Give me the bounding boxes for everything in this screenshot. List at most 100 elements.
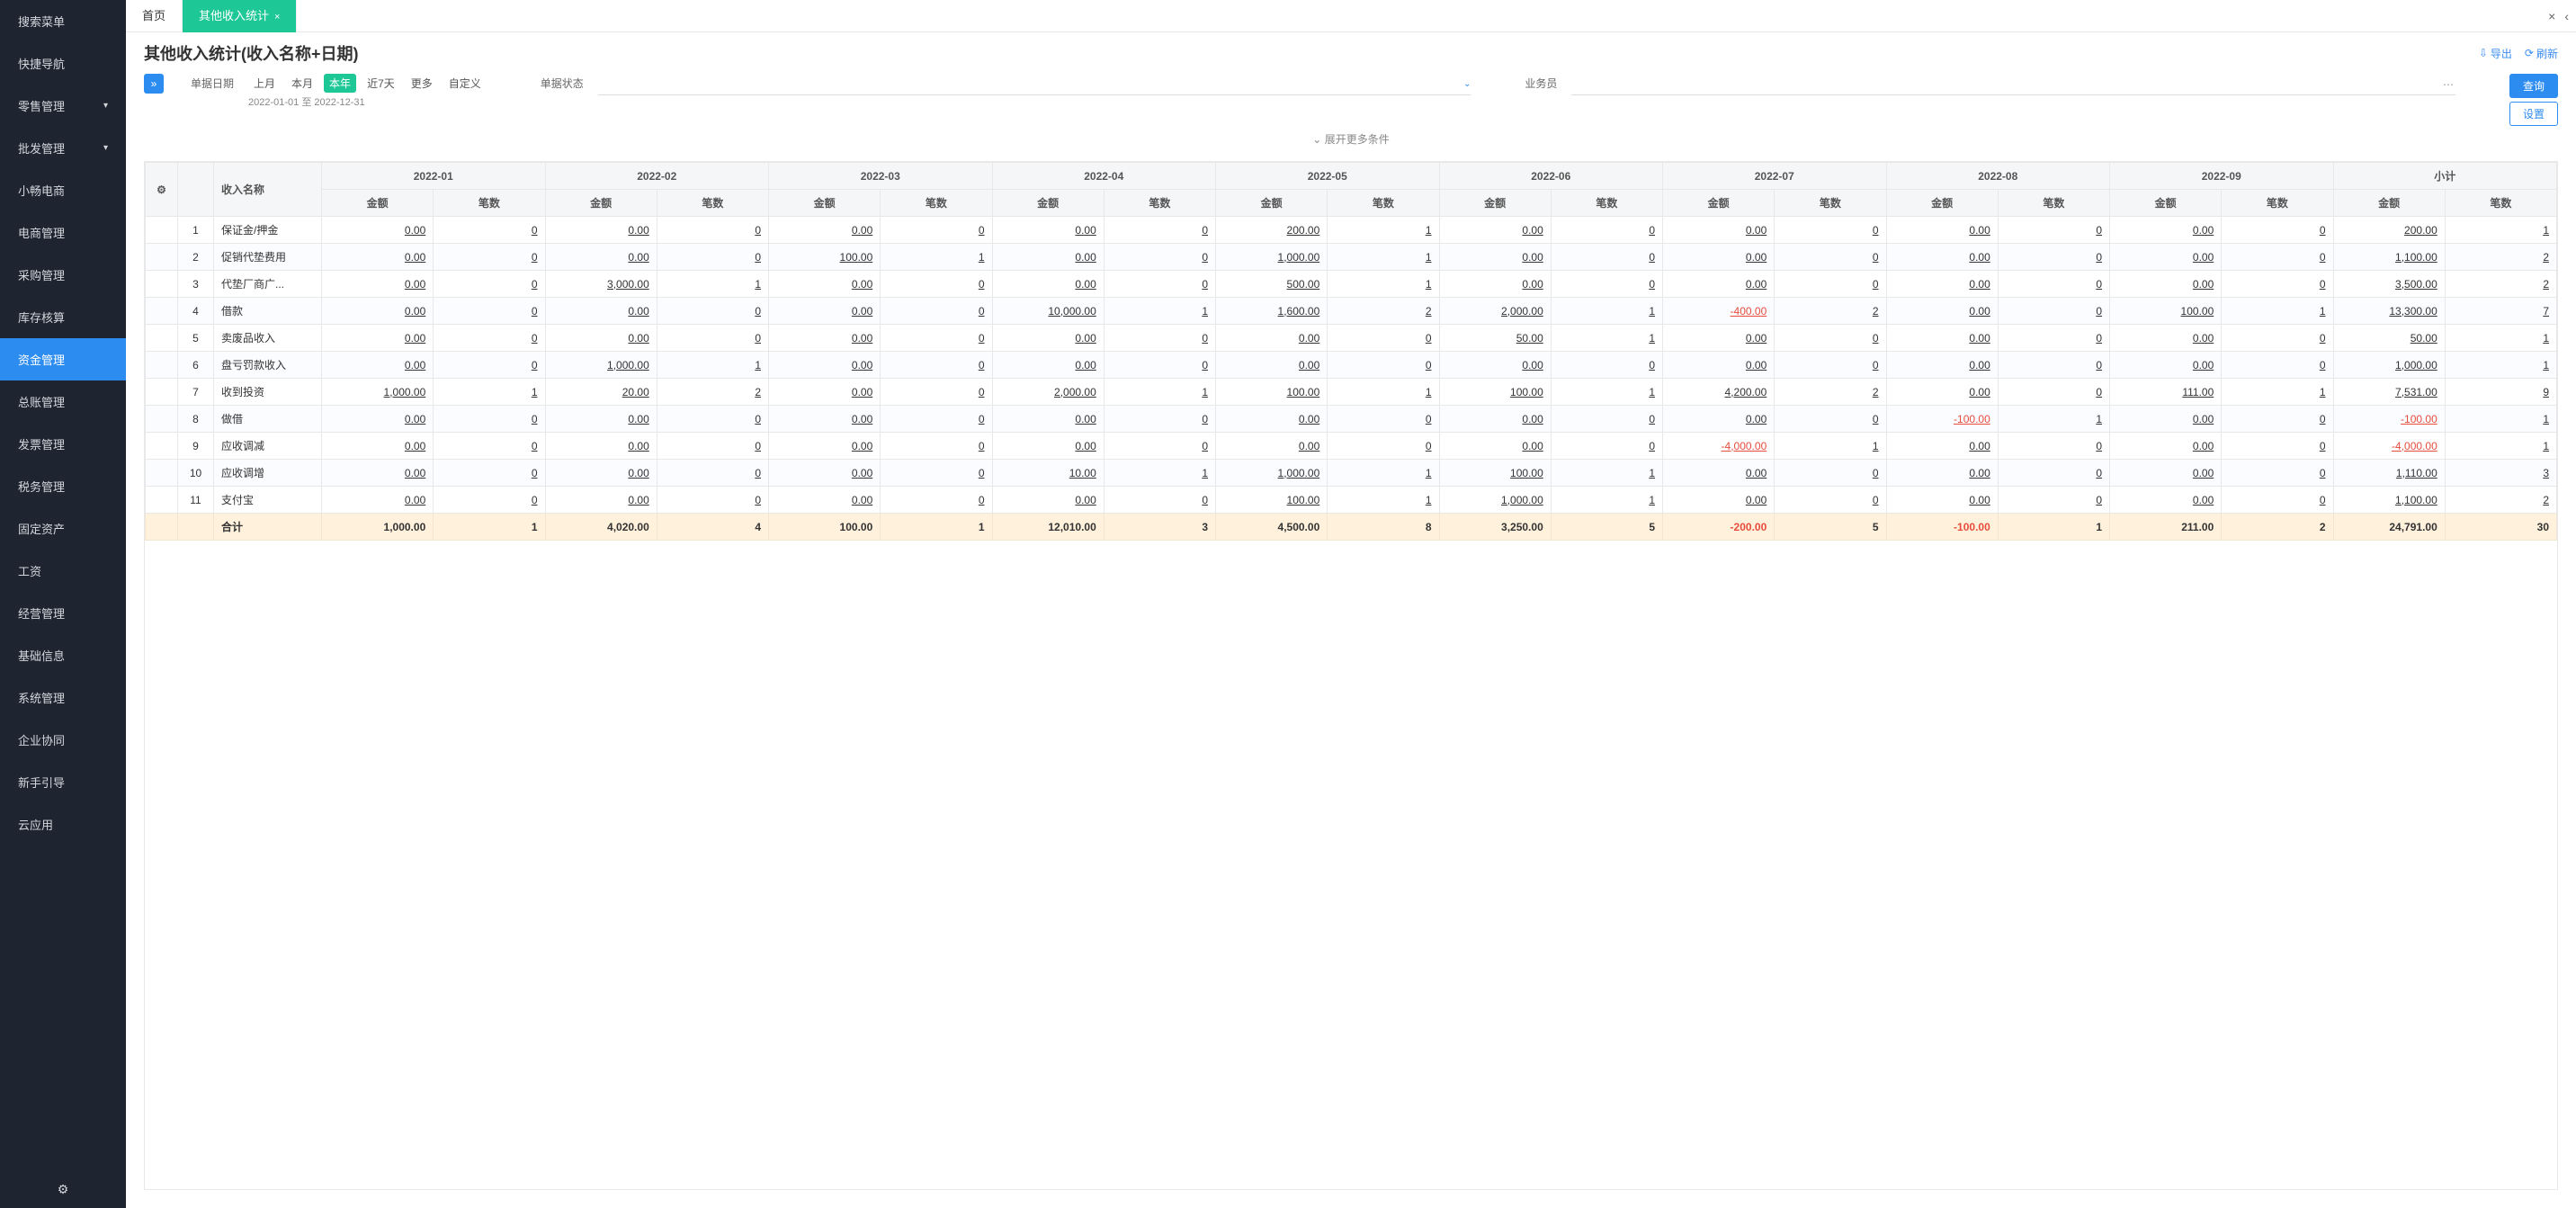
count-link[interactable]: 0	[755, 494, 761, 506]
amount-link[interactable]: 100.00	[2181, 305, 2214, 318]
tab-close-icon[interactable]: ×	[274, 12, 280, 22]
count-link[interactable]: 0	[2096, 332, 2102, 345]
count-link[interactable]: 0	[2096, 440, 2102, 452]
amount-link[interactable]: 100.00	[1510, 386, 1543, 398]
amount-link[interactable]: 1,000.00	[2395, 359, 2437, 371]
count-link[interactable]: 2	[2543, 278, 2549, 291]
count-link[interactable]: 0	[1649, 224, 1655, 237]
amount-link[interactable]: 0.00	[852, 305, 872, 318]
count-link[interactable]: 0	[2320, 440, 2326, 452]
amount-link[interactable]: 0.00	[1075, 494, 1096, 506]
amount-link[interactable]: 0.00	[405, 494, 425, 506]
count-link[interactable]: 1	[2320, 305, 2326, 318]
amount-link[interactable]: 0.00	[1075, 251, 1096, 264]
count-link[interactable]: 0	[755, 251, 761, 264]
amount-link[interactable]: 0.00	[2193, 440, 2214, 452]
sidebar-item-17[interactable]: 企业协同	[0, 719, 126, 761]
amount-link[interactable]: 0.00	[1746, 413, 1767, 425]
amount-link[interactable]: 0.00	[852, 359, 872, 371]
count-link[interactable]: 0	[1873, 278, 1879, 291]
amount-link[interactable]: 0.00	[1969, 494, 1990, 506]
count-link[interactable]: 0	[532, 332, 538, 345]
count-link[interactable]: 0	[2096, 305, 2102, 318]
sidebar-item-14[interactable]: 经营管理	[0, 592, 126, 634]
sidebar-item-10[interactable]: 发票管理	[0, 423, 126, 465]
count-link[interactable]: 0	[1649, 413, 1655, 425]
count-link[interactable]: 1	[1202, 305, 1208, 318]
count-link[interactable]: 0	[1873, 359, 1879, 371]
amount-link[interactable]: 0.00	[628, 251, 648, 264]
amount-link[interactable]: -400.00	[1731, 305, 1767, 318]
amount-link[interactable]: 0.00	[2193, 494, 2214, 506]
count-link[interactable]: 9	[2543, 386, 2549, 398]
amount-link[interactable]: 0.00	[628, 440, 648, 452]
count-link[interactable]: 1	[1649, 332, 1655, 345]
amount-link[interactable]: 0.00	[852, 440, 872, 452]
count-link[interactable]: 0	[2320, 224, 2326, 237]
count-link[interactable]: 0	[2320, 359, 2326, 371]
count-link[interactable]: 0	[1649, 440, 1655, 452]
amount-link[interactable]: 0.00	[852, 494, 872, 506]
count-link[interactable]: 0	[532, 305, 538, 318]
count-link[interactable]: 0	[1873, 251, 1879, 264]
count-link[interactable]: 0	[1202, 224, 1208, 237]
amount-link[interactable]: 13,300.00	[2389, 305, 2437, 318]
sidebar-item-3[interactable]: 批发管理▾	[0, 127, 126, 169]
count-link[interactable]: 2	[2543, 494, 2549, 506]
amount-link[interactable]: 200.00	[1287, 224, 1320, 237]
sales-select[interactable]: ⋯	[1571, 74, 2455, 95]
count-link[interactable]: 1	[1202, 467, 1208, 479]
count-link[interactable]: 0	[532, 224, 538, 237]
amount-link[interactable]: 0.00	[628, 332, 648, 345]
amount-link[interactable]: 0.00	[1969, 278, 1990, 291]
sidebar-item-13[interactable]: 工资	[0, 550, 126, 592]
count-link[interactable]: 2	[2543, 251, 2549, 264]
amount-link[interactable]: 0.00	[852, 467, 872, 479]
amount-link[interactable]: 0.00	[1075, 332, 1096, 345]
count-link[interactable]: 0	[1202, 251, 1208, 264]
sidebar-item-7[interactable]: 库存核算	[0, 296, 126, 338]
date-opt-5[interactable]: 自定义	[443, 74, 487, 93]
count-link[interactable]: 0	[755, 332, 761, 345]
amount-link[interactable]: 0.00	[1969, 386, 1990, 398]
amount-link[interactable]: 100.00	[1287, 494, 1320, 506]
count-link[interactable]: 0	[2320, 332, 2326, 345]
count-link[interactable]: 0	[1202, 359, 1208, 371]
amount-link[interactable]: 0.00	[628, 305, 648, 318]
count-link[interactable]: 1	[2543, 359, 2549, 371]
amount-link[interactable]: 0.00	[1969, 251, 1990, 264]
amount-link[interactable]: 0.00	[405, 413, 425, 425]
sidebar-item-15[interactable]: 基础信息	[0, 634, 126, 676]
amount-link[interactable]: 0.00	[1522, 359, 1543, 371]
count-link[interactable]: 1	[1873, 440, 1879, 452]
amount-link[interactable]: 4,200.00	[1725, 386, 1767, 398]
amount-link[interactable]: 0.00	[405, 467, 425, 479]
count-link[interactable]: 1	[755, 359, 761, 371]
count-link[interactable]: 0	[755, 467, 761, 479]
amount-link[interactable]: 0.00	[2193, 467, 2214, 479]
refresh-button[interactable]: ⟳ 刷新	[2525, 46, 2558, 61]
count-link[interactable]: 0	[1202, 278, 1208, 291]
sidebar-item-18[interactable]: 新手引导	[0, 761, 126, 803]
sidebar-item-5[interactable]: 电商管理	[0, 211, 126, 254]
date-opt-1[interactable]: 本月	[286, 74, 318, 93]
tab-1[interactable]: 其他收入统计×	[183, 0, 297, 32]
count-link[interactable]: 1	[2320, 386, 2326, 398]
amount-link[interactable]: -100.00	[1954, 413, 1990, 425]
amount-link[interactable]: 0.00	[2193, 224, 2214, 237]
count-link[interactable]: 0	[2096, 278, 2102, 291]
amount-link[interactable]: 0.00	[852, 413, 872, 425]
count-link[interactable]: 0	[979, 413, 985, 425]
amount-link[interactable]: 3,000.00	[607, 278, 649, 291]
count-link[interactable]: 1	[2543, 224, 2549, 237]
amount-link[interactable]: 0.00	[1075, 278, 1096, 291]
amount-link[interactable]: 7,531.00	[2395, 386, 2437, 398]
count-link[interactable]: 0	[532, 467, 538, 479]
count-link[interactable]: 0	[2320, 278, 2326, 291]
count-link[interactable]: 0	[1873, 224, 1879, 237]
amount-link[interactable]: 200.00	[2404, 224, 2437, 237]
amount-link[interactable]: 0.00	[628, 413, 648, 425]
status-select[interactable]: ⌄	[598, 74, 1471, 95]
count-link[interactable]: 1	[532, 386, 538, 398]
export-button[interactable]: ⇩ 导出	[2479, 46, 2512, 61]
